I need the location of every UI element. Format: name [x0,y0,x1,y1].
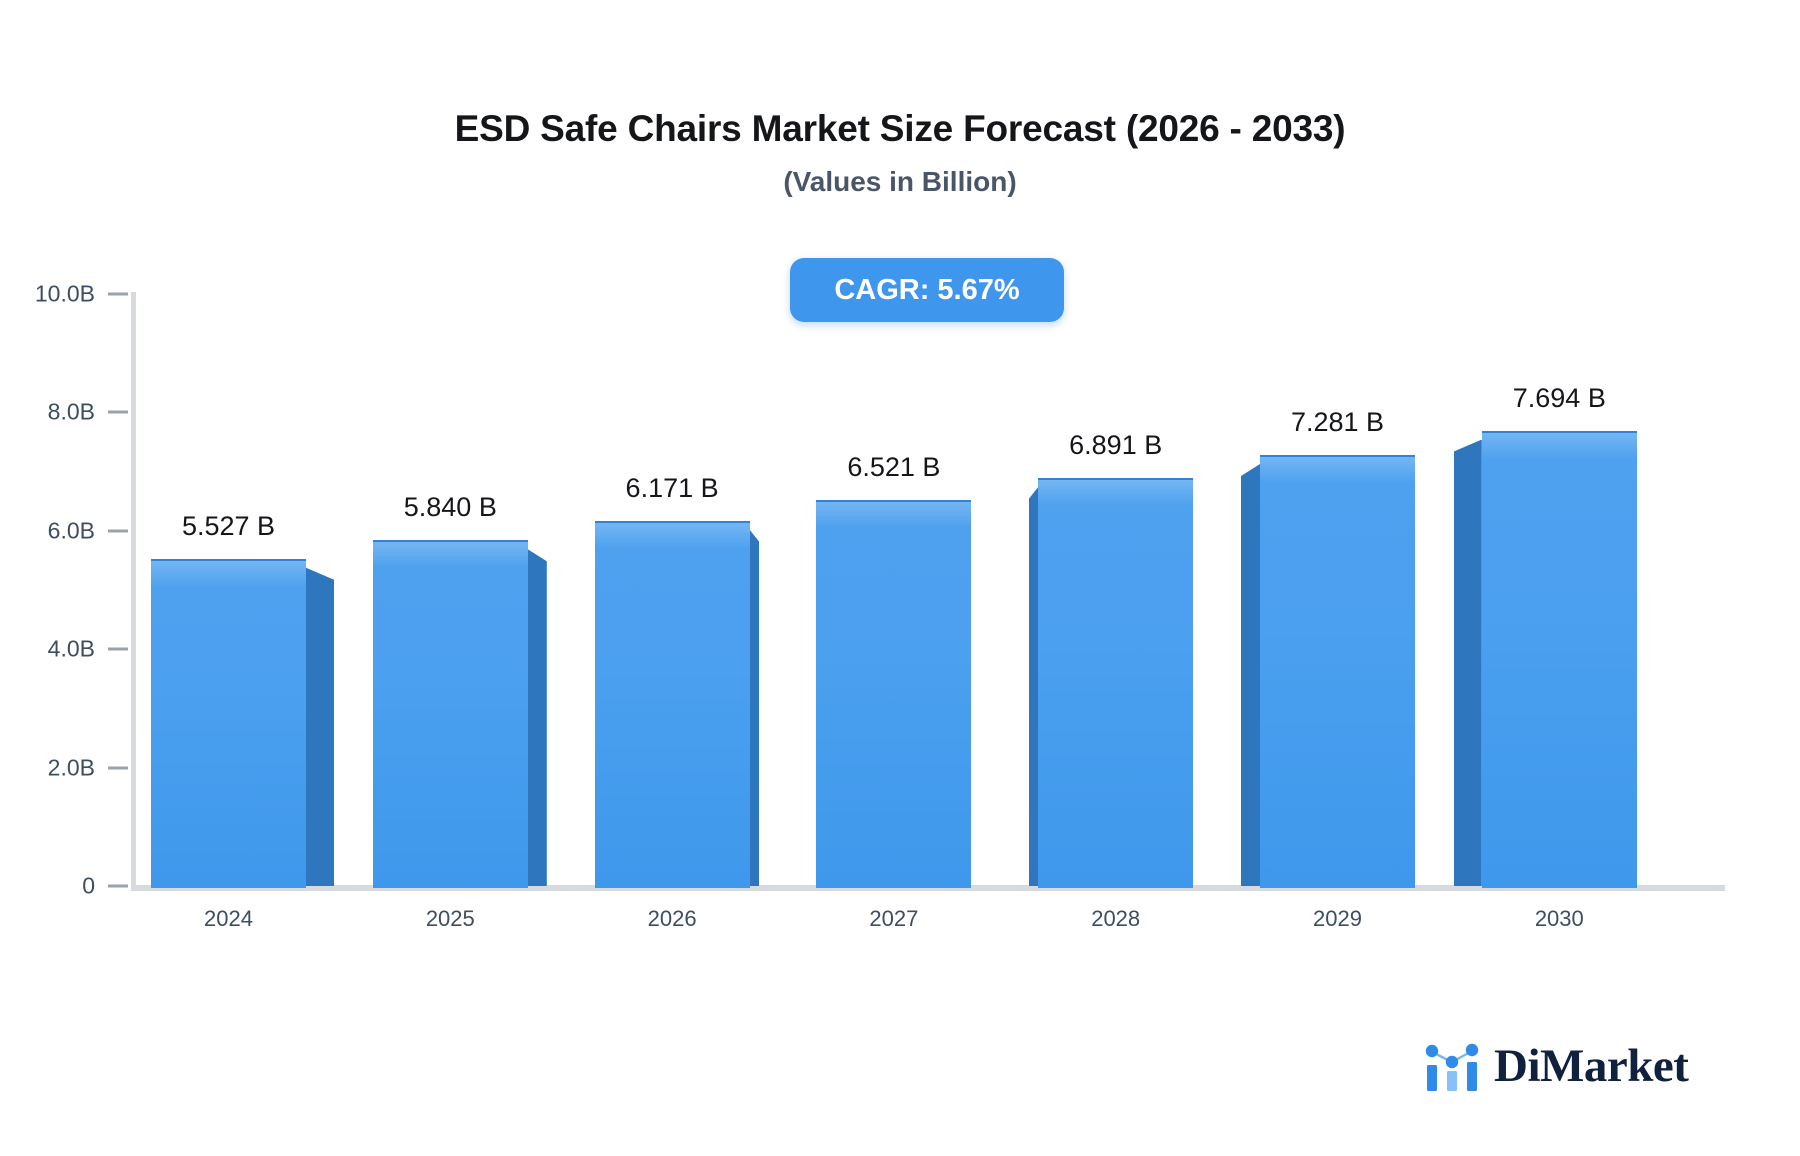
bar-front-face [594,520,750,888]
x-axis-tick-label: 2024 [204,906,253,931]
bar-side-face [527,549,547,886]
dimarket-logo: DiMarket [1424,1039,1689,1092]
y-axis-tick-label: 6.0B [47,517,95,544]
y-axis-tick-mark [108,292,128,296]
chart-subtitle: (Values in Billion) [783,166,1017,197]
y-axis-tick-label: 8.0B [47,398,95,425]
y-axis-tick: 0 [0,873,128,900]
bar-front-face [372,540,528,888]
cagr-badge: CAGR: 5.67% [790,258,1064,322]
x-axis-tick-label: 2029 [1313,906,1362,931]
bar-front-face [151,558,306,888]
bar-front-face [1260,454,1415,888]
bar-value-label: 5.840 B [403,492,497,523]
bar-value-label: 6.521 B [847,451,941,482]
y-axis-tick-label: 2.0B [47,754,95,781]
y-axis-tick-label: 4.0B [47,635,95,662]
y-axis-tick: 10.0B [0,281,128,308]
y-axis-tick-mark [108,766,128,770]
logo-text: DiMarket [1494,1039,1689,1092]
bar-value-label: 7.694 B [1512,382,1606,413]
y-axis-tick-mark [108,647,128,651]
bar-value-label: 7.281 B [1290,406,1385,437]
x-axis-tick-label: 2026 [647,906,697,931]
x-axis-tick-label: 2027 [869,906,919,931]
y-axis-tick: 8.0B [0,399,128,426]
bar-value-label: 5.527 B [181,510,276,541]
y-axis-tick: 4.0B [0,636,128,663]
bar-front-face [1481,430,1637,888]
y-axis-tick: 6.0B [0,517,128,544]
bar-front-face [1038,478,1194,888]
bar-front-face [816,499,972,888]
x-axis-tick-label: 2025 [425,906,475,931]
bar-value-label: 6.171 B [625,472,719,503]
bar-side-face [1028,487,1039,886]
y-axis-tick-mark [108,529,128,533]
y-axis-tick-label: 0 [82,872,95,899]
x-axis-line [131,885,1725,891]
x-axis-tick-label: 2028 [1091,906,1141,931]
bar-side-face [749,529,760,886]
y-axis-tick: 2.0B [0,754,128,781]
bar-side-face [1453,439,1482,886]
bar-value-label: 6.891 B [1069,430,1163,461]
bar-chart-dots-icon [1424,1040,1480,1092]
y-axis-line [131,292,136,888]
x-axis-tick-label: 2030 [1534,906,1584,931]
bar-side-face [1241,463,1260,886]
y-axis-tick-mark [108,410,128,414]
y-axis-tick-mark [108,884,128,888]
y-axis-tick-label: 10.0B [34,280,95,307]
bar-side-face [306,567,334,886]
chart-title: ESD Safe Chairs Market Size Forecast (20… [454,108,1346,149]
